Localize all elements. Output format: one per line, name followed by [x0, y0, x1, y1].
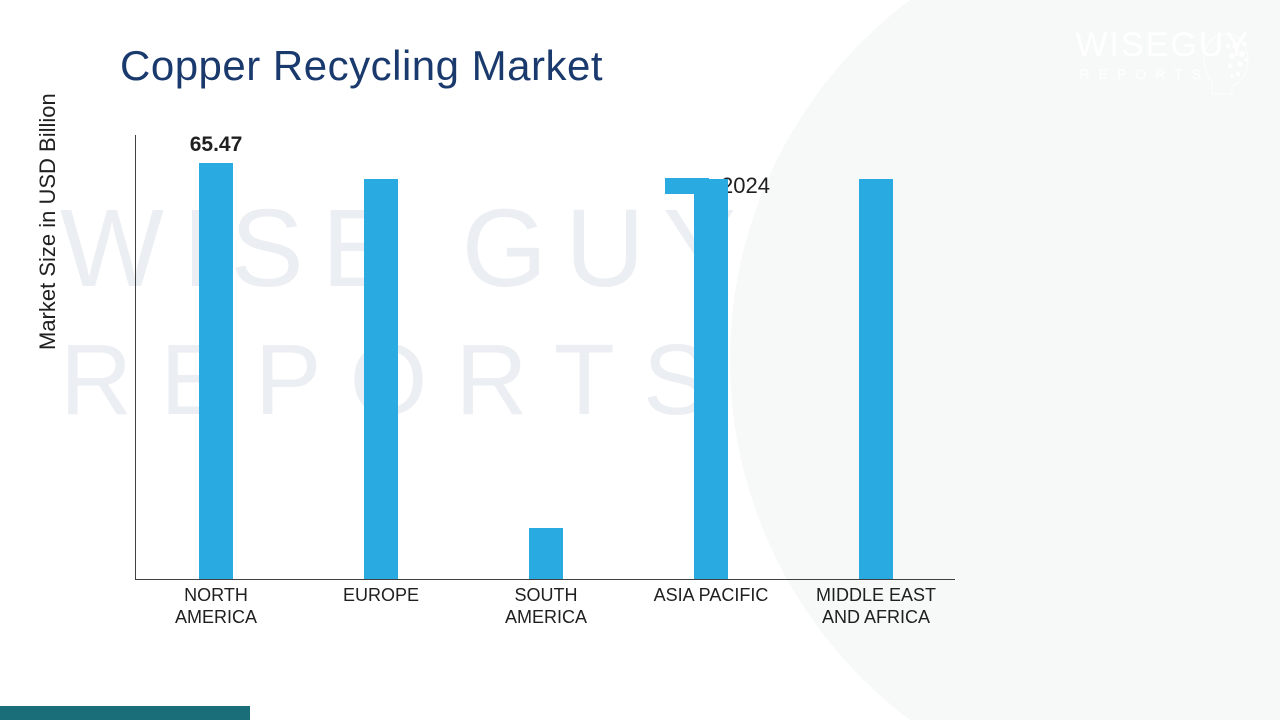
chart-canvas: WISE GUY REPORTS Copper Recycling Market…: [0, 0, 1280, 720]
side-panel: [970, 0, 1280, 720]
head-dots-icon: [1202, 32, 1250, 96]
bar-value-label: 65.47: [190, 133, 243, 157]
logo-sub-text: REPORTS: [1075, 66, 1210, 82]
y-axis-label: Market Size in USD Billion: [35, 93, 61, 350]
bottom-accent-bar: [0, 706, 250, 720]
bar-category-label: EUROPE: [311, 585, 451, 607]
bar-category-label: MIDDLE EAST AND AFRICA: [806, 585, 946, 628]
bar: [529, 528, 563, 579]
bar: [364, 179, 398, 580]
bar-category-label: SOUTH AMERICA: [476, 585, 616, 628]
brand-logo: WISEGUY REPORTS: [1075, 28, 1250, 82]
bar: [859, 179, 893, 580]
bar: 65.47: [199, 163, 233, 579]
chart-area: Market Size in USD Billion 2024 65.47NOR…: [95, 135, 965, 695]
bar: [694, 179, 728, 580]
bar-category-label: NORTH AMERICA: [146, 585, 286, 628]
plot-area: 65.47NORTH AMERICAEUROPESOUTH AMERICAASI…: [135, 135, 955, 580]
chart-title: Copper Recycling Market: [120, 42, 603, 90]
bar-category-label: ASIA PACIFIC: [641, 585, 781, 607]
